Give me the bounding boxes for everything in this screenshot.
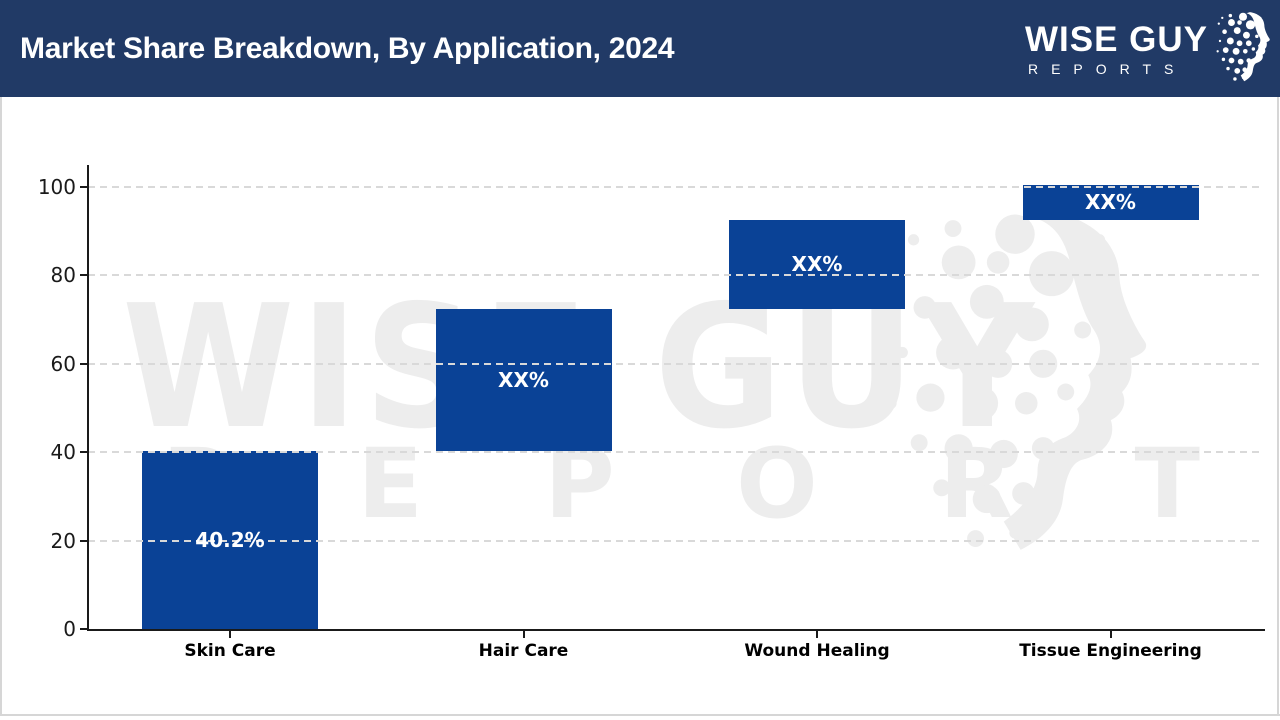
y-tick bbox=[80, 451, 88, 454]
y-axis-line bbox=[87, 164, 89, 631]
y-tick bbox=[80, 539, 88, 542]
x-tick-label: Skin Care bbox=[184, 641, 276, 661]
x-tick bbox=[522, 631, 525, 638]
y-tick-label: 100 bbox=[37, 175, 76, 199]
wiseguy-logo: WISE GUY REPORTS bbox=[1002, 7, 1272, 91]
x-tick bbox=[229, 631, 231, 638]
x-tick-label: Tissue Engineering bbox=[1019, 641, 1202, 661]
x-tick bbox=[816, 631, 818, 638]
y-tick bbox=[80, 186, 88, 188]
y-tick bbox=[80, 274, 88, 277]
bar-tissue-engineering bbox=[1022, 185, 1199, 220]
x-tick-label: Hair Care bbox=[478, 641, 569, 661]
watermark-face bbox=[885, 211, 1147, 550]
bar-value-label: XX% bbox=[1085, 190, 1136, 215]
chart-title: Market Share Breakdown, By Application, … bbox=[20, 31, 675, 65]
y-tick bbox=[80, 628, 88, 630]
y-tick bbox=[80, 362, 88, 365]
bar-wound-healing bbox=[729, 219, 905, 309]
gridline bbox=[88, 274, 1264, 277]
page-border bbox=[0, 97, 2, 716]
gridline bbox=[88, 539, 1264, 542]
gridline bbox=[88, 451, 1264, 454]
y-tick-label: 20 bbox=[50, 528, 76, 553]
logo-reports-text: REPORTS bbox=[1027, 61, 1187, 77]
y-tick-label: 60 bbox=[50, 351, 76, 376]
x-tick-label: Wound Healing bbox=[744, 641, 890, 661]
bar-value-label: XX% bbox=[791, 252, 843, 277]
page-border bbox=[0, 714, 1280, 716]
y-tick-label: 80 bbox=[50, 263, 76, 288]
logo-face-icon bbox=[1216, 12, 1270, 82]
x-tick bbox=[1109, 631, 1112, 638]
gridline bbox=[88, 186, 1264, 188]
bar-hair-care bbox=[435, 308, 612, 452]
logo-wordmark: WISE GUY bbox=[1024, 20, 1208, 59]
gridline bbox=[88, 362, 1264, 365]
page-border bbox=[1277, 97, 1279, 716]
bar-value-label: XX% bbox=[498, 368, 549, 393]
bar-value-label: 40.2% bbox=[195, 528, 265, 553]
x-axis-line bbox=[87, 629, 1265, 631]
logo-wordmark-block: WISE GUY REPORTS bbox=[1024, 20, 1208, 78]
header-bar: Market Share Breakdown, By Application, … bbox=[0, 0, 1280, 97]
y-tick-label: 40 bbox=[50, 440, 76, 465]
y-tick-label: 0 bbox=[63, 617, 76, 641]
